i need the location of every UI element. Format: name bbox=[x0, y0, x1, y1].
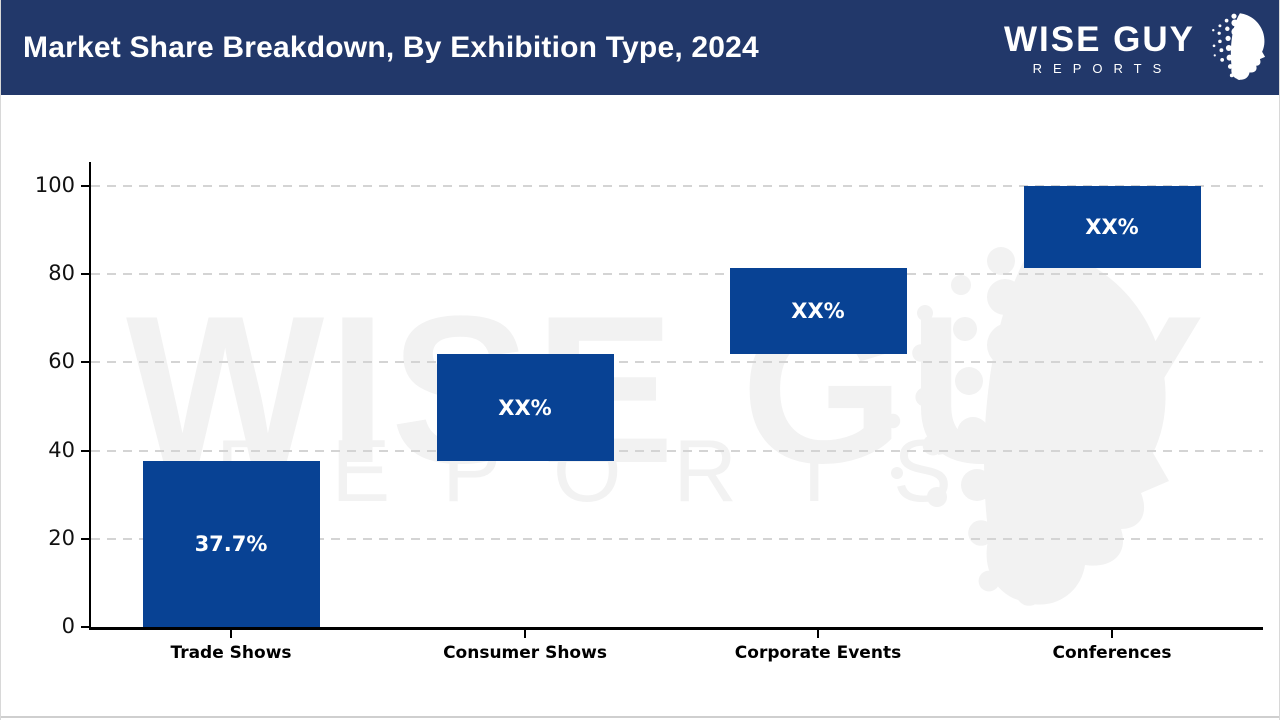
x-axis-label-corporate-events: Corporate Events bbox=[734, 643, 902, 663]
y-tick-label-60: 60 bbox=[48, 349, 75, 374]
gridline-100 bbox=[91, 185, 1263, 187]
y-tick-20 bbox=[81, 537, 89, 540]
x-axis-label-trade-shows: Trade Shows bbox=[170, 643, 292, 663]
logo-wordmark: WISE GUY bbox=[1003, 19, 1195, 59]
bar-value-label-corporate-events: XX% bbox=[791, 299, 845, 324]
wiseguy-head-icon bbox=[1212, 13, 1266, 80]
y-tick-100 bbox=[81, 185, 89, 187]
bar-corporate-events: XX% bbox=[729, 267, 907, 355]
bottom-border bbox=[1, 716, 1279, 718]
x-axis-label-consumer-shows: Consumer Shows bbox=[443, 643, 607, 663]
y-axis-line bbox=[89, 162, 91, 630]
y-tick-40 bbox=[81, 449, 89, 452]
gridline-40 bbox=[91, 449, 1263, 452]
chart-title: Market Share Breakdown, By Exhibition Ty… bbox=[23, 30, 759, 64]
y-tick-label-40: 40 bbox=[48, 437, 75, 462]
watermark-head-graphic bbox=[882, 245, 1169, 606]
gridline-80 bbox=[91, 273, 1263, 276]
y-tick-label-0: 0 bbox=[61, 614, 75, 638]
y-tick-80 bbox=[81, 273, 89, 276]
wiseguy-logo-text: WISE GUY REPORTS bbox=[1004, 22, 1195, 75]
bar-conferences: XX% bbox=[1023, 186, 1201, 268]
header-bar: Market Share Breakdown, By Exhibition Ty… bbox=[1, 0, 1279, 95]
x-tick-consumer-shows bbox=[524, 630, 526, 638]
y-tick-0 bbox=[81, 626, 89, 628]
bar-value-label-trade-shows: 37.7% bbox=[194, 531, 268, 556]
gridline-20 bbox=[91, 537, 1263, 540]
y-tick-label-100: 100 bbox=[34, 173, 75, 197]
bar-trade-shows: 37.7% bbox=[142, 460, 320, 627]
y-tick-label-80: 80 bbox=[48, 261, 75, 286]
y-tick-60 bbox=[81, 361, 89, 364]
x-axis-label-conferences: Conferences bbox=[1052, 643, 1172, 663]
x-tick-corporate-events bbox=[817, 630, 819, 638]
bar-consumer-shows: XX% bbox=[436, 354, 614, 461]
y-tick-label-20: 20 bbox=[48, 525, 75, 550]
bar-value-label-conferences: XX% bbox=[1085, 214, 1139, 239]
watermark: WISE GUY REPORTS bbox=[1, 95, 1279, 720]
x-tick-conferences bbox=[1111, 630, 1113, 638]
plot-area: WISE GUY REPORTS 0 20 40 60 80 100 37.7% XX% XX… bbox=[1, 95, 1279, 720]
bar-value-label-consumer-shows: XX% bbox=[498, 395, 552, 420]
x-axis-line bbox=[89, 627, 1263, 630]
gridline-60 bbox=[91, 361, 1263, 364]
logo-subtitle: REPORTS bbox=[1032, 60, 1173, 76]
wiseguy-logo: WISE GUY REPORTS bbox=[1004, 4, 1271, 92]
x-tick-trade-shows bbox=[230, 630, 232, 638]
